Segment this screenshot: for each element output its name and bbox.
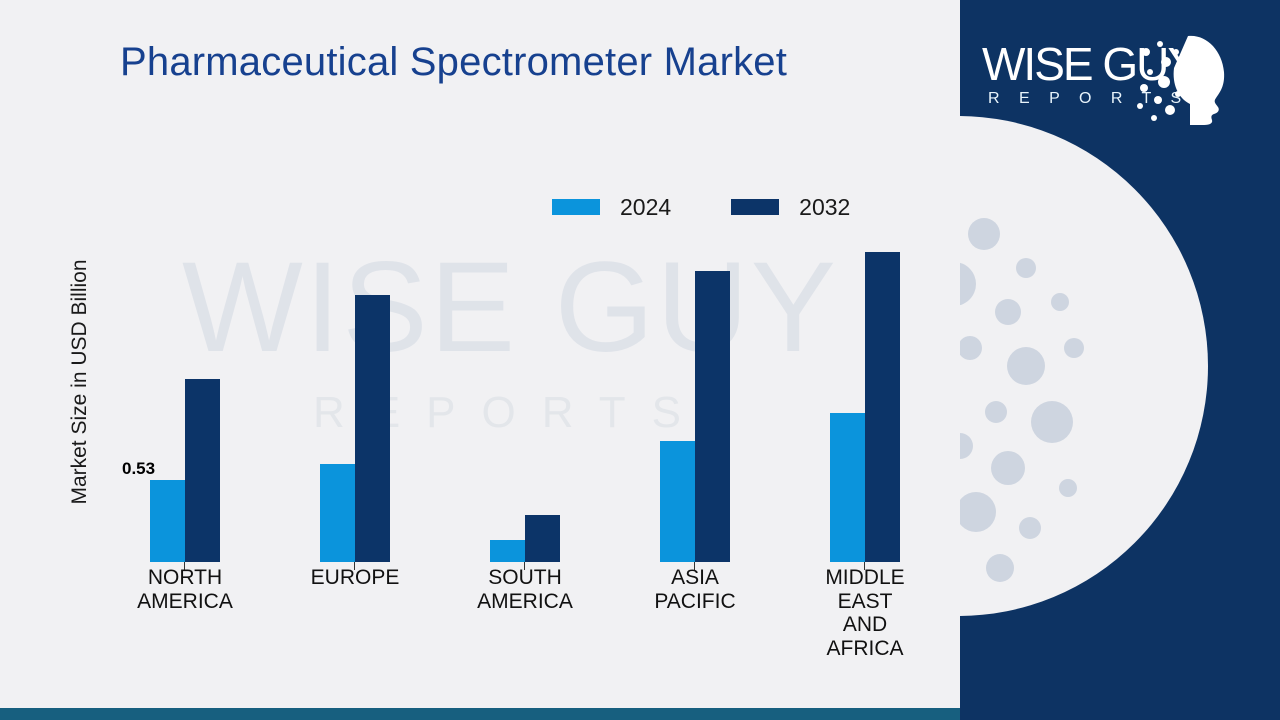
bar-2024-europe bbox=[320, 464, 355, 562]
x-axis-label-asia-pacific: ASIA PACIFIC bbox=[654, 566, 736, 613]
bar-2032-middle-east-and-africa bbox=[865, 252, 900, 562]
x-axis-tick bbox=[524, 562, 525, 570]
legend-item-2024[interactable]: 2024 bbox=[552, 194, 671, 221]
x-axis-tick bbox=[184, 562, 185, 570]
x-axis-tick bbox=[864, 562, 865, 570]
x-axis-tick bbox=[354, 562, 355, 570]
watermark-line2: REPORTS bbox=[313, 388, 707, 437]
x-axis-label-middle-east-and-africa: MIDDLE EAST AND AFRICA bbox=[825, 566, 905, 660]
bar-2032-south-america bbox=[525, 515, 560, 562]
bar-2024-north-america bbox=[150, 480, 185, 562]
bar-2024-middle-east-and-africa bbox=[830, 413, 865, 562]
molecule-pattern-icon bbox=[960, 218, 1084, 582]
x-axis-label-europe: EUROPE bbox=[310, 566, 400, 589]
page-title: Pharmaceutical Spectrometer Market bbox=[120, 40, 788, 84]
chart-legend: 2024 2032 bbox=[552, 193, 850, 221]
watermark-line1: WISE GUY bbox=[181, 236, 839, 379]
legend-label-2024: 2024 bbox=[620, 193, 672, 220]
x-axis-label-south-america: SOUTH AMERICA bbox=[477, 566, 573, 613]
legend-item-2032[interactable]: 2032 bbox=[731, 194, 850, 221]
x-axis-label-north-america: NORTH AMERICA bbox=[137, 566, 233, 613]
legend-swatch-2032 bbox=[731, 199, 780, 215]
bar-2032-europe bbox=[355, 295, 390, 562]
legend-swatch-2024 bbox=[552, 199, 600, 215]
bar-2032-asia-pacific bbox=[695, 271, 730, 562]
bottom-accent-strip bbox=[0, 708, 960, 720]
bar-2032-north-america bbox=[185, 379, 220, 562]
logo-head-dots-icon bbox=[1137, 35, 1225, 125]
logo-subtitle: R E P O R T S bbox=[988, 90, 1189, 107]
x-axis-tick bbox=[694, 562, 695, 570]
data-label-2024: 0.53 bbox=[122, 459, 156, 478]
bar-2024-asia-pacific bbox=[660, 441, 695, 562]
brand-panel bbox=[960, 0, 1280, 720]
watermark: WISE GUY REPORTS bbox=[100, 238, 920, 438]
bar-2024-south-america bbox=[490, 540, 525, 562]
y-axis-label: Market Size in USD Billion bbox=[68, 259, 91, 505]
logo: WISE GUY R E P O R T S bbox=[982, 35, 1225, 125]
legend-label-2032: 2032 bbox=[799, 193, 851, 220]
